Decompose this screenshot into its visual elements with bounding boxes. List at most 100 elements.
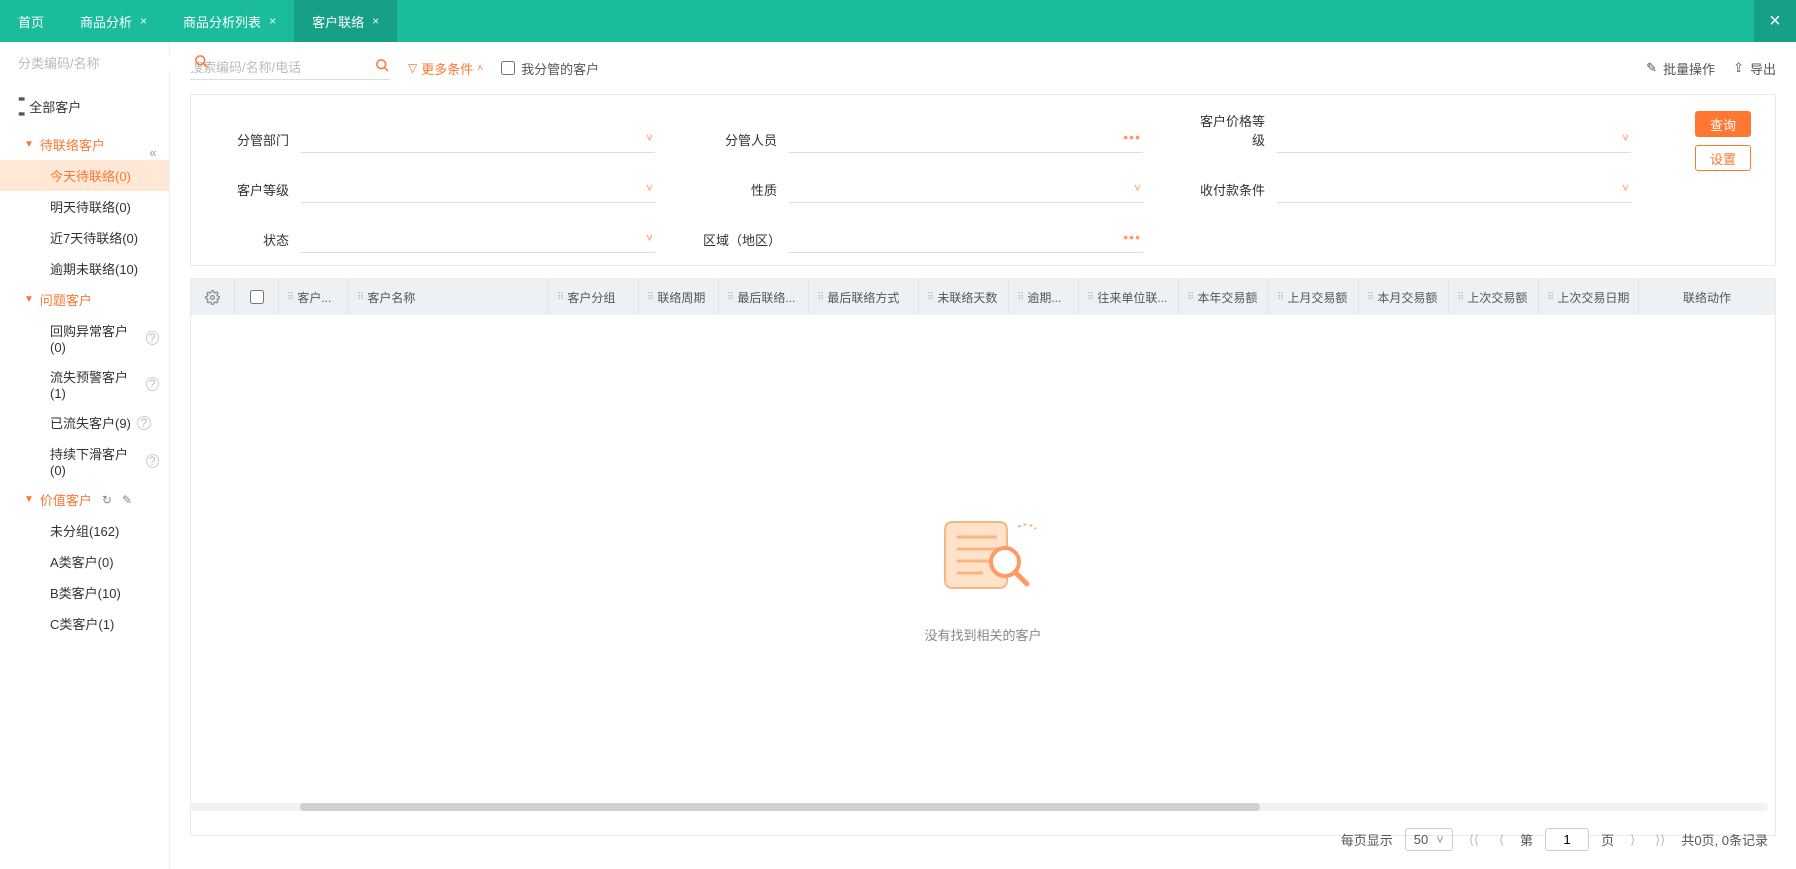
tab-product-analysis-list[interactable]: 商品分析列表 ×: [165, 0, 294, 42]
tab-label: 客户联络: [312, 12, 364, 31]
filter-status-select[interactable]: ˅: [301, 227, 655, 253]
sidebar-item-label: B类客户(10): [50, 583, 121, 602]
page-suffix: 页: [1601, 830, 1614, 849]
settings-button[interactable]: 设置: [1695, 145, 1751, 171]
col-header[interactable]: ⠿本年交易额: [1179, 279, 1269, 315]
per-page-value: 50: [1414, 832, 1428, 847]
col-label: 上月交易额: [1287, 289, 1347, 306]
sidebar-item-ungrouped[interactable]: 未分组(162): [0, 515, 169, 546]
sidebar-item-declining[interactable]: 持续下滑客户(0) ?: [0, 438, 169, 484]
close-all-tabs-button[interactable]: ×: [1754, 0, 1796, 42]
export-button[interactable]: ⇪ 导出: [1733, 59, 1776, 78]
sidebar-search-input[interactable]: [18, 56, 194, 71]
page-input[interactable]: [1545, 828, 1589, 851]
close-icon[interactable]: ×: [269, 14, 276, 28]
batch-action-button[interactable]: ✎ 批量操作: [1646, 59, 1715, 78]
select-all-checkbox[interactable]: [235, 279, 279, 315]
my-customers-checkbox[interactable]: 我分管的客户: [501, 59, 599, 78]
table-settings-button[interactable]: [191, 279, 235, 315]
per-page-select[interactable]: 50 ˅: [1405, 828, 1453, 851]
col-header[interactable]: ⠿最后联络方式: [809, 279, 919, 315]
button-label: 查询: [1710, 115, 1736, 134]
sidebar-root-all-customers[interactable]: ▪▪▪▪ 全部客户: [0, 83, 169, 129]
filter-region-picker[interactable]: •••: [789, 227, 1143, 253]
col-header[interactable]: ⠿逾期...: [1009, 279, 1079, 315]
help-icon[interactable]: ?: [137, 416, 151, 430]
col-header[interactable]: ⠿本月交易额: [1359, 279, 1449, 315]
col-header[interactable]: ⠿未联络天数: [919, 279, 1009, 315]
query-button[interactable]: 查询: [1695, 111, 1751, 137]
col-header[interactable]: ⠿客户名称: [349, 279, 549, 315]
sidebar-item-churned[interactable]: 已流失客户(9) ?: [0, 407, 169, 438]
checkbox-input[interactable]: [501, 61, 515, 75]
edit-icon[interactable]: ✎: [122, 493, 132, 507]
filter-price-level-select[interactable]: ˅: [1277, 127, 1631, 153]
search-icon[interactable]: [375, 58, 390, 77]
sidebar-item-class-c[interactable]: C类客户(1): [0, 608, 169, 639]
tab-label: 商品分析列表: [183, 12, 261, 31]
help-icon[interactable]: ?: [146, 454, 159, 468]
main-panel: ▽ 更多条件 ˄ 我分管的客户 ✎ 批量操作 ⇪ 导出 分管部门 ˅: [170, 42, 1796, 869]
sidebar-search: [0, 50, 169, 83]
edit-icon: ✎: [1646, 60, 1657, 76]
search-icon[interactable]: [194, 54, 209, 73]
sidebar-item-label: 回购异常客户(0): [50, 321, 140, 355]
col-header[interactable]: ⠿最后联络...: [719, 279, 809, 315]
filter-person-picker[interactable]: •••: [789, 127, 1143, 153]
sidebar-item-tomorrow-pending[interactable]: 明天待联络(0): [0, 191, 169, 222]
sidebar-collapse-button[interactable]: «: [143, 142, 163, 162]
tab-product-analysis[interactable]: 商品分析 ×: [62, 0, 165, 42]
sidebar-item-churn-warning[interactable]: 流失预警客户(1) ?: [0, 361, 169, 407]
filter-panel: 分管部门 ˅ 分管人员 ••• 客户价格等级 ˅ 查询 设置 客户等级 ˅ 性质: [190, 94, 1776, 266]
col-label: 本年交易额: [1197, 289, 1257, 306]
filter-cust-level-select[interactable]: ˅: [301, 177, 655, 203]
refresh-icon[interactable]: ↻: [102, 493, 112, 507]
search-input[interactable]: [190, 56, 375, 79]
drag-handle-icon: ⠿: [557, 292, 563, 303]
help-icon[interactable]: ?: [146, 377, 159, 391]
sidebar-root-label: 全部客户: [29, 97, 81, 116]
horizontal-scrollbar[interactable]: [190, 803, 1768, 811]
filter-status: 状态 ˅: [215, 227, 655, 253]
col-header[interactable]: 联络动作: [1639, 279, 1775, 315]
chevron-down-icon: ˅: [646, 131, 653, 145]
page-first-button[interactable]: ⟨⟨: [1465, 832, 1483, 848]
close-icon[interactable]: ×: [140, 14, 147, 28]
checkbox-label: 我分管的客户: [521, 59, 599, 78]
help-icon[interactable]: ?: [146, 331, 159, 345]
sidebar-group-problem[interactable]: ▼ 问题客户: [0, 284, 169, 315]
col-header[interactable]: ⠿客户...: [279, 279, 349, 315]
tab-home[interactable]: 首页: [0, 0, 62, 42]
filter-nature-select[interactable]: ˅: [789, 177, 1143, 203]
drag-handle-icon: ⠿: [1277, 292, 1283, 303]
col-header[interactable]: ⠿往来单位联...: [1079, 279, 1179, 315]
page-prev-button[interactable]: ⟨: [1495, 832, 1508, 848]
drag-handle-icon: ⠿: [1017, 292, 1023, 303]
page-next-button[interactable]: ⟩: [1626, 832, 1639, 848]
col-header[interactable]: ⠿上次交易额: [1449, 279, 1539, 315]
col-header[interactable]: ⠿ 上月交易额: [1269, 279, 1359, 315]
filter-person: 分管人员 •••: [703, 111, 1143, 153]
more-filters-toggle[interactable]: ▽ 更多条件 ˄: [408, 59, 483, 78]
col-header[interactable]: ⠿上次交易日期: [1539, 279, 1639, 315]
sidebar-item-7day-pending[interactable]: 近7天待联络(0): [0, 222, 169, 253]
drag-handle-icon: ⠿: [1367, 292, 1373, 303]
close-icon[interactable]: ×: [372, 14, 379, 28]
sidebar-item-overdue[interactable]: 逾期未联络(10): [0, 253, 169, 284]
col-header[interactable]: ⠿客户分组: [549, 279, 639, 315]
chevron-down-icon: ˅: [1134, 181, 1141, 195]
sidebar-item-class-b[interactable]: B类客户(10): [0, 577, 169, 608]
sidebar-group-value[interactable]: ▼ 价值客户 ↻ ✎: [0, 484, 169, 515]
sidebar-item-today-pending[interactable]: 今天待联络(0): [0, 160, 169, 191]
sidebar-item-repurchase-abnormal[interactable]: 回购异常客户(0) ?: [0, 315, 169, 361]
filter-pay-terms-select[interactable]: ˅: [1277, 177, 1631, 203]
tab-customer-contact[interactable]: 客户联络 ×: [294, 0, 397, 42]
col-header[interactable]: ⠿联络周期: [639, 279, 719, 315]
col-label: 未联络天数: [937, 289, 997, 306]
sidebar-item-class-a[interactable]: A类客户(0): [0, 546, 169, 577]
filter-dept-select[interactable]: ˅: [301, 127, 655, 153]
scrollbar-thumb[interactable]: [300, 803, 1260, 811]
checkbox-input[interactable]: [250, 290, 264, 304]
sidebar-item-label: 已流失客户(9): [50, 413, 131, 432]
page-last-button[interactable]: ⟩⟩: [1651, 832, 1669, 848]
